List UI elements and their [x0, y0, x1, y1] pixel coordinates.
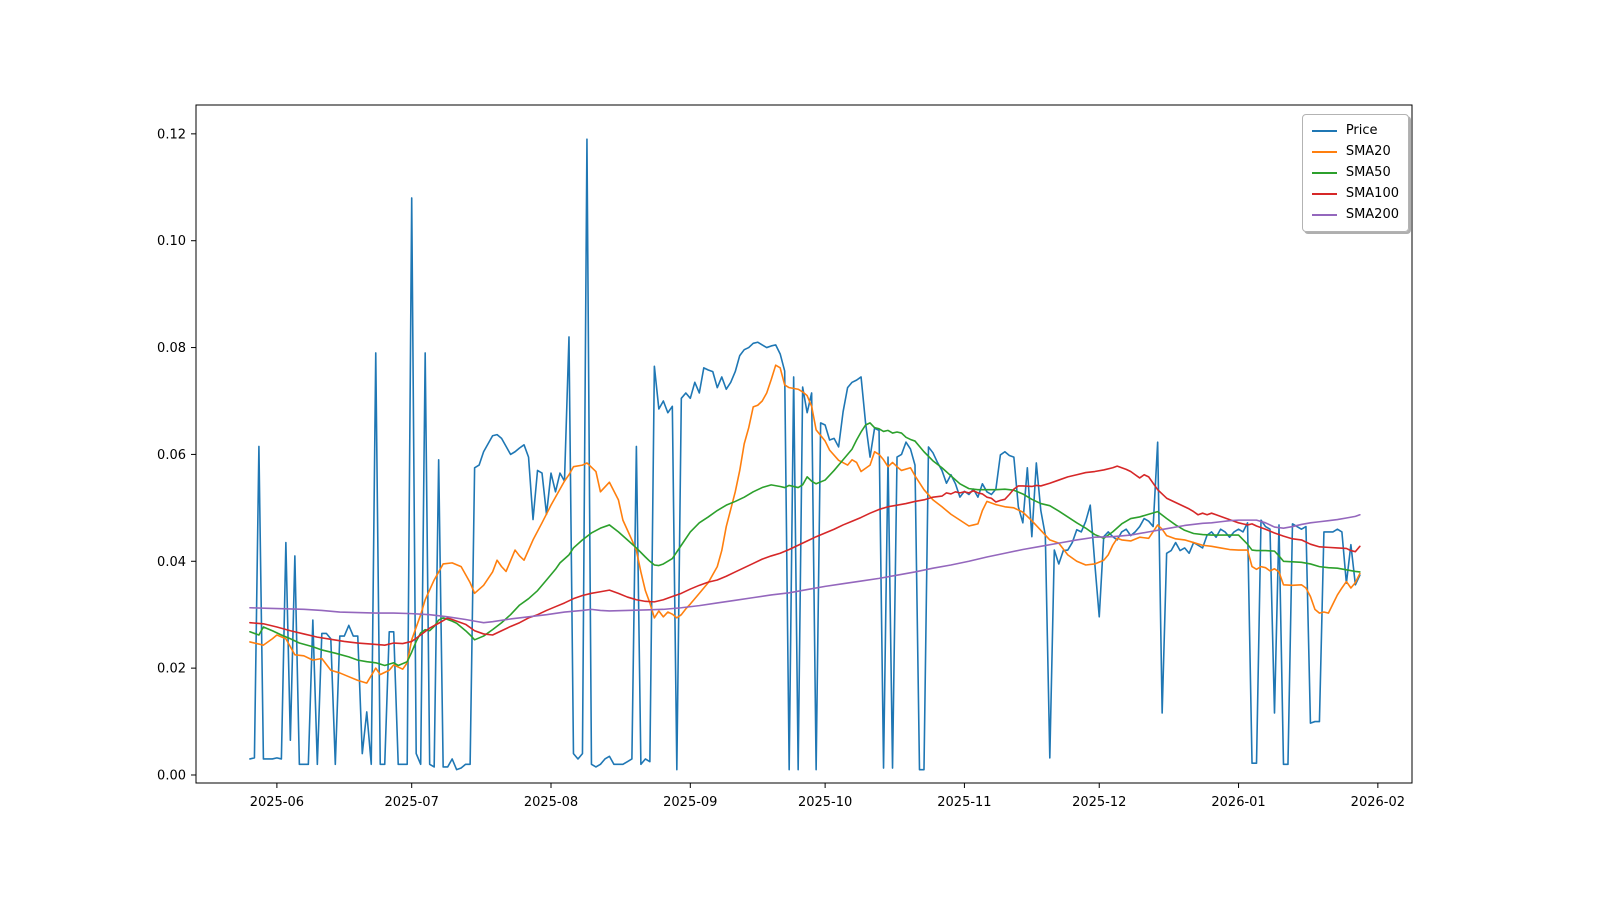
legend-item-sma100: SMA100 [1311, 183, 1399, 204]
x-tick-label: 2026-02 [1351, 795, 1405, 810]
x-tick-label: 2026-01 [1211, 795, 1265, 810]
legend-item-sma200: SMA200 [1311, 204, 1399, 225]
x-tick-label: 2025-07 [385, 795, 439, 810]
legend: Price SMA20 SMA50 SMA100 SMA200 [1301, 114, 1409, 232]
series-line-price [249, 138, 1361, 771]
legend-line-swatch-sma20 [1311, 150, 1337, 153]
x-tick-label: 2025-10 [798, 795, 852, 810]
legend-label: Price [1345, 123, 1378, 138]
series-line-sma50 [249, 422, 1361, 667]
legend-item-sma50: SMA50 [1311, 162, 1399, 183]
series-lines [249, 138, 1361, 771]
x-tick-label: 2025-11 [937, 795, 991, 810]
series-line-sma20 [249, 364, 1361, 684]
legend-label: SMA100 [1345, 186, 1399, 201]
x-tick-label: 2025-08 [524, 795, 578, 810]
legend-label: SMA50 [1345, 165, 1391, 180]
legend-label: SMA20 [1345, 144, 1391, 159]
legend-line-swatch-sma50 [1311, 171, 1337, 174]
y-tick-label: 0.02 [157, 662, 186, 677]
legend-label: SMA200 [1345, 207, 1399, 222]
series-line-sma200 [249, 513, 1361, 624]
x-tick-label: 2025-12 [1072, 795, 1126, 810]
y-axis: 0.00 0.02 0.04 0.06 0.08 0.10 0.12 [157, 127, 196, 783]
legend-line-swatch-sma100 [1311, 192, 1337, 195]
y-tick-label: 0.04 [157, 555, 186, 570]
y-tick-label: 0.06 [157, 448, 186, 463]
y-tick-label: 0.08 [157, 341, 186, 356]
y-tick-label: 0.12 [157, 127, 186, 142]
x-tick-label: 2025-09 [663, 795, 717, 810]
legend-item-price: Price [1311, 120, 1399, 141]
legend-line-swatch-price [1311, 129, 1337, 132]
plot-frame [195, 104, 1413, 784]
y-tick-label: 0.00 [157, 768, 186, 783]
y-tick-label: 0.10 [157, 234, 186, 249]
legend-line-swatch-sma200 [1311, 213, 1337, 216]
x-tick-label: 2025-06 [250, 795, 304, 810]
x-axis: 2025-06 2025-07 2025-08 2025-09 2025-10 2025-… [250, 783, 1405, 810]
series-line-sma100 [249, 465, 1361, 646]
legend-item-sma20: SMA20 [1311, 141, 1399, 162]
